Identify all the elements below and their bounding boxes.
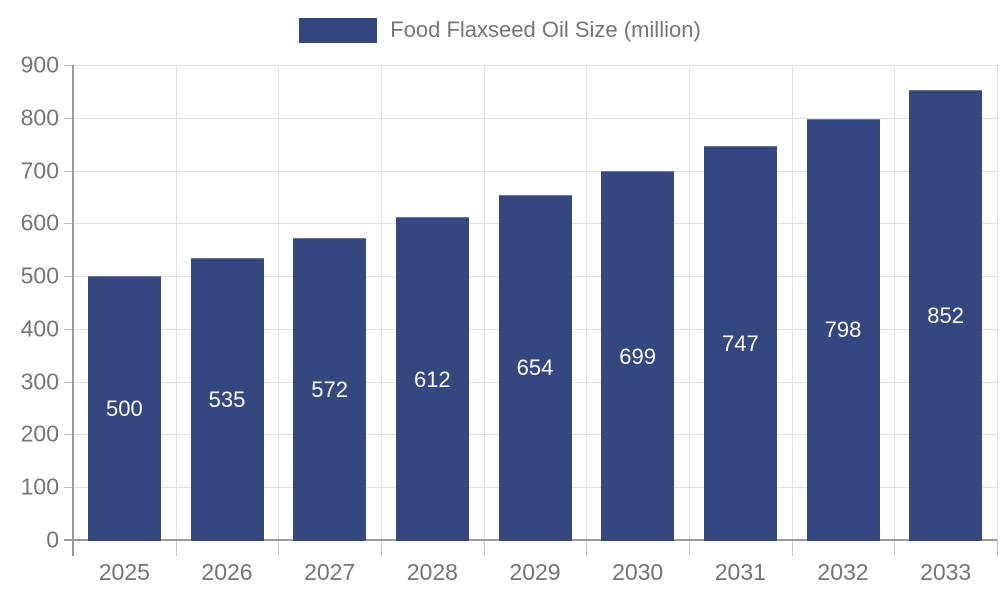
- x-axis-tick-label: 2027: [304, 559, 356, 585]
- bar-value-label: 699: [619, 343, 657, 369]
- y-axis-tick: [64, 434, 73, 436]
- x-gridline: [894, 65, 896, 540]
- x-gridline: [175, 65, 177, 540]
- x-axis-tick-label: 2032: [817, 559, 869, 585]
- x-gridline: [483, 65, 485, 540]
- x-axis-tick: [278, 540, 280, 556]
- x-axis-tick-label: 2025: [98, 559, 150, 585]
- x-axis-tick: [381, 540, 382, 556]
- y-axis-tick-label: 100: [20, 473, 59, 500]
- x-axis-tick-label: 2026: [201, 559, 253, 585]
- y-axis-tick-label: 600: [20, 209, 59, 236]
- bar[interactable]: 612: [395, 217, 469, 541]
- bar-value-label: 798: [824, 317, 862, 343]
- y-axis-tick-label: 400: [20, 315, 59, 342]
- x-gridline: [791, 65, 793, 540]
- y-axis-tick: [64, 487, 73, 489]
- x-axis-tick: [483, 540, 485, 556]
- y-axis-tick-label: 200: [20, 420, 59, 447]
- legend-swatch: [299, 17, 378, 43]
- y-axis-tick: [64, 117, 73, 119]
- bar-value-label: 572: [311, 377, 349, 403]
- y-axis-tick-label: 800: [20, 104, 59, 131]
- y-axis-tick-label: 500: [20, 262, 59, 289]
- y-axis-line: [72, 65, 74, 556]
- bar[interactable]: 852: [909, 90, 983, 541]
- x-gridline: [689, 65, 690, 540]
- bar[interactable]: 699: [601, 171, 675, 541]
- bar-value-label: 535: [208, 386, 246, 412]
- bar[interactable]: 535: [190, 257, 264, 541]
- x-gridline: [381, 65, 382, 540]
- y-axis-tick: [64, 381, 73, 383]
- x-axis-tick-label: 2033: [920, 559, 972, 585]
- y-axis-tick-label: 300: [20, 368, 59, 395]
- x-axis-tick-label: 2028: [406, 559, 458, 585]
- x-axis-tick: [894, 540, 896, 556]
- x-axis-tick: [586, 540, 588, 556]
- y-gridline: [73, 117, 997, 119]
- y-axis-tick-label: 700: [20, 157, 59, 184]
- bar-value-label: 612: [413, 366, 451, 392]
- x-axis-tick: [997, 540, 998, 556]
- x-axis-tick-label: 2030: [612, 559, 664, 585]
- bar-value-label: 654: [516, 355, 554, 381]
- y-gridline: [73, 170, 997, 172]
- y-axis-tick: [64, 170, 73, 172]
- y-axis-tick: [64, 276, 73, 278]
- y-axis-tick: [64, 65, 73, 66]
- x-axis-tick: [175, 540, 177, 556]
- bar[interactable]: 798: [806, 118, 880, 541]
- x-gridline: [278, 65, 280, 540]
- bar-value-label: 747: [721, 330, 759, 356]
- bar-value-label: 852: [927, 303, 965, 329]
- legend-label: Food Flaxseed Oil Size (million): [390, 17, 701, 42]
- y-gridline: [73, 65, 997, 66]
- x-axis-tick: [791, 540, 793, 556]
- y-axis-tick: [64, 223, 73, 225]
- x-gridline: [586, 65, 588, 540]
- bar[interactable]: 654: [498, 194, 572, 541]
- y-axis-tick-label: 0: [46, 526, 59, 553]
- bar-value-label: 500: [105, 396, 143, 422]
- x-gridline: [997, 65, 998, 540]
- legend-item[interactable]: Food Flaxseed Oil Size (million): [0, 14, 1000, 46]
- x-axis-tick: [689, 540, 690, 556]
- bar[interactable]: 572: [293, 238, 367, 541]
- bar[interactable]: 747: [703, 145, 777, 541]
- x-axis-tick-label: 2029: [509, 559, 561, 585]
- x-axis-tick-label: 2031: [714, 559, 766, 585]
- y-axis-tick: [64, 328, 73, 330]
- y-axis-tick-label: 900: [20, 51, 59, 78]
- bar[interactable]: 500: [87, 276, 161, 541]
